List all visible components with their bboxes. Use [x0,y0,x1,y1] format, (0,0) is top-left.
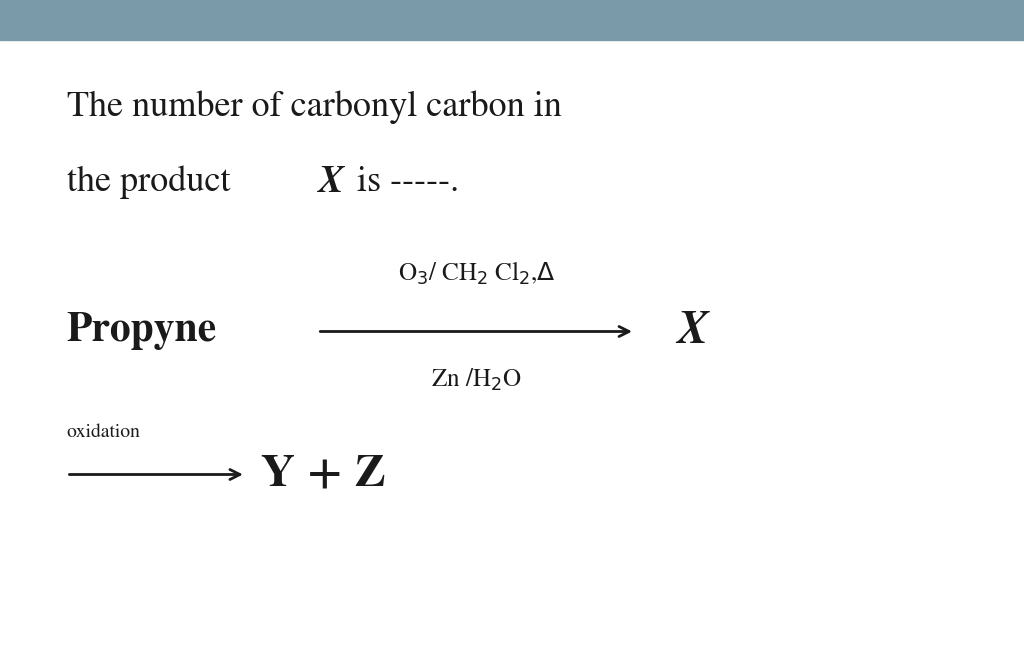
Text: Zn /H$_2$O: Zn /H$_2$O [431,367,521,393]
Text: oxidation: oxidation [67,424,140,441]
Text: Y + Z: Y + Z [261,454,386,495]
Text: O$_3$/ CH$_2$ Cl$_2$,$\Delta$: O$_3$/ CH$_2$ Cl$_2$,$\Delta$ [397,259,555,287]
Text: Propyne: Propyne [67,313,217,350]
Text: X: X [676,310,708,353]
Text: X: X [317,164,343,200]
Text: the product: the product [67,165,239,199]
Text: The number of carbonyl carbon in: The number of carbonyl carbon in [67,90,561,124]
Text: is -----.: is -----. [348,166,460,198]
Bar [0,0,1024,40]
